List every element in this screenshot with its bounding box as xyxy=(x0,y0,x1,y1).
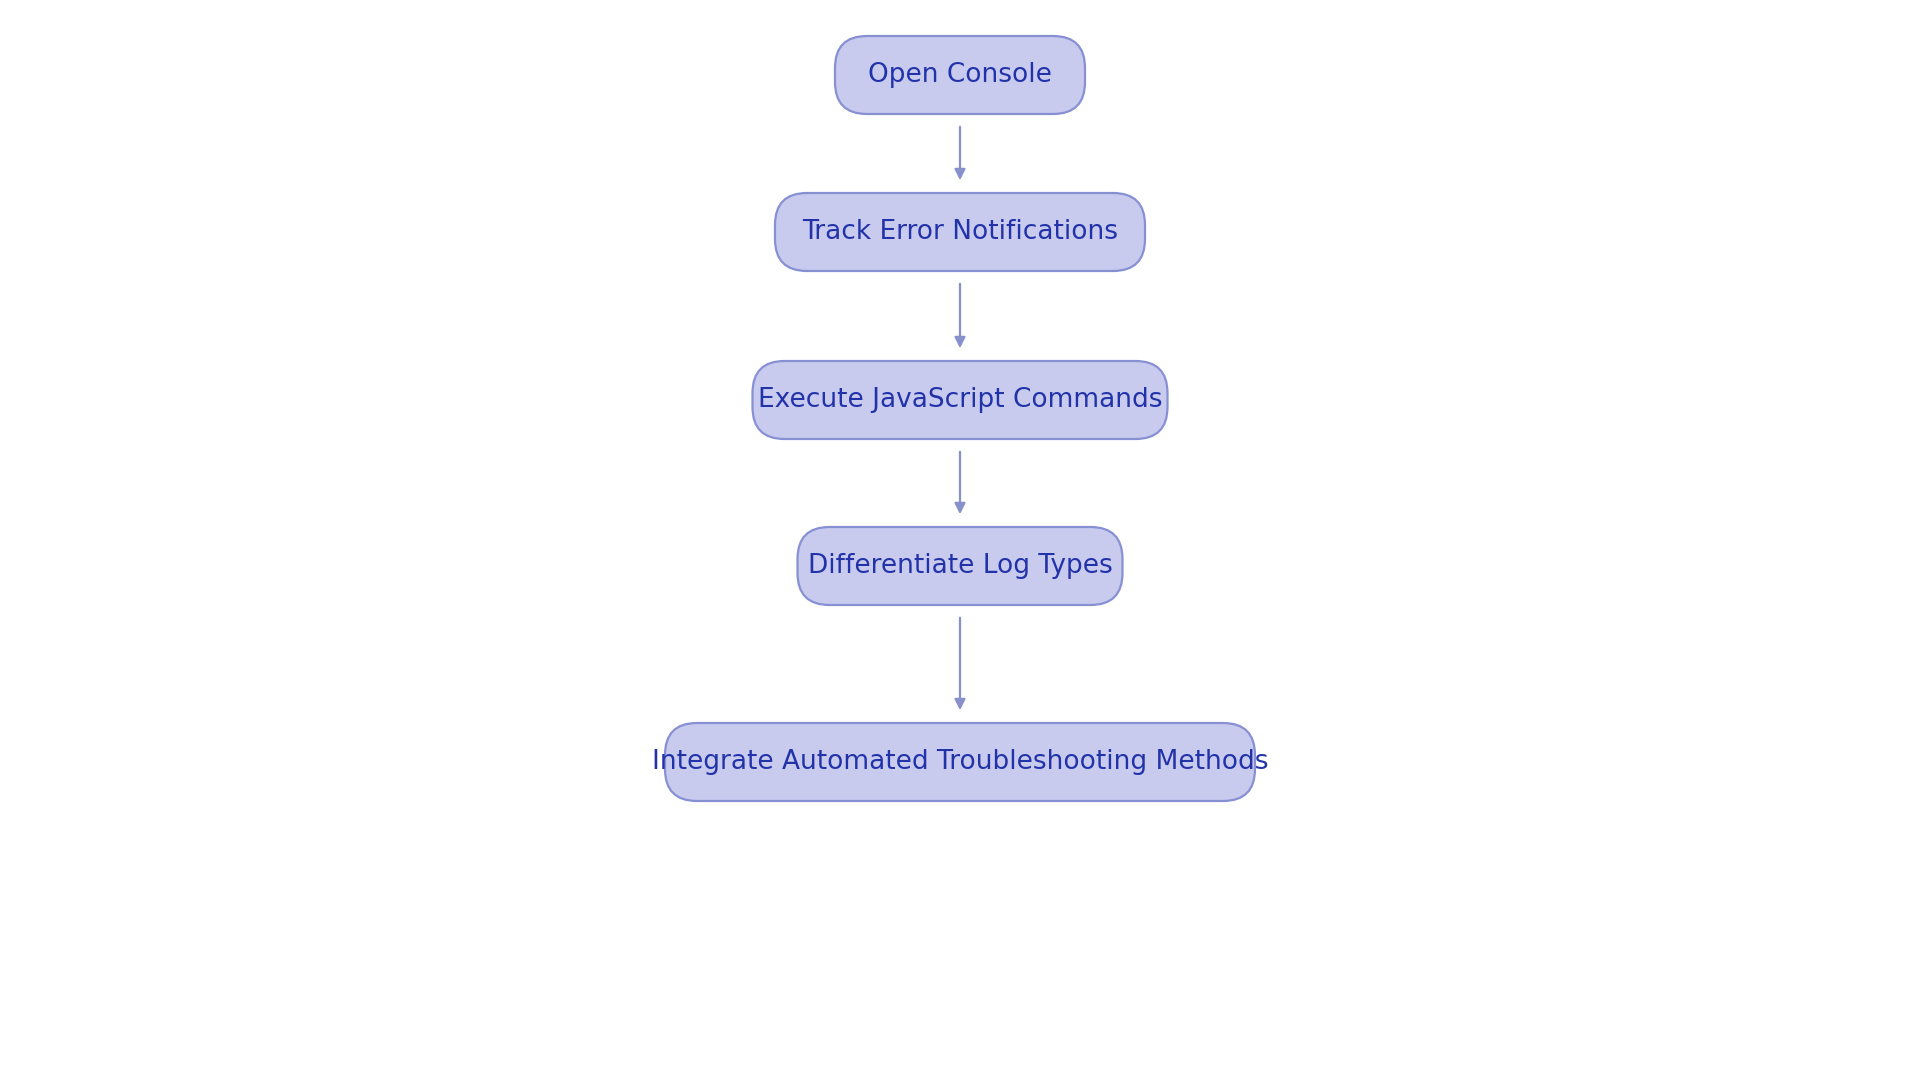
Text: Execute JavaScript Commands: Execute JavaScript Commands xyxy=(758,387,1162,413)
Text: Open Console: Open Console xyxy=(868,62,1052,88)
FancyBboxPatch shape xyxy=(835,36,1085,114)
Text: Differentiate Log Types: Differentiate Log Types xyxy=(808,553,1112,579)
FancyBboxPatch shape xyxy=(664,723,1256,801)
Text: Integrate Automated Troubleshooting Methods: Integrate Automated Troubleshooting Meth… xyxy=(651,749,1269,775)
FancyBboxPatch shape xyxy=(797,527,1123,605)
FancyBboxPatch shape xyxy=(776,193,1144,271)
Text: Track Error Notifications: Track Error Notifications xyxy=(803,219,1117,245)
FancyBboxPatch shape xyxy=(753,361,1167,439)
